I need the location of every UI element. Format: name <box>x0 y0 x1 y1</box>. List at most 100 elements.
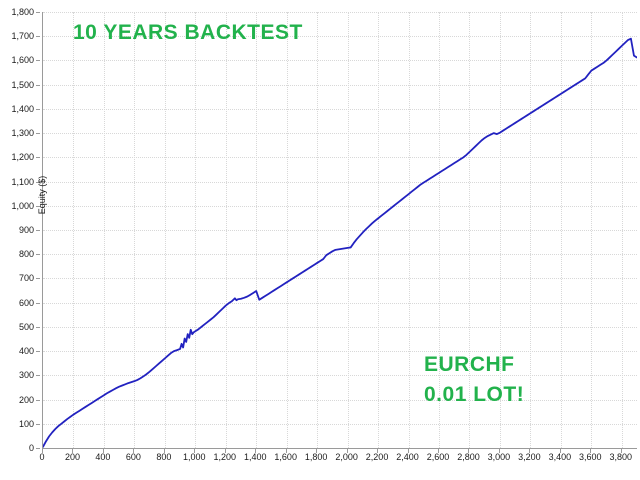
gridline-horizontal <box>43 230 637 231</box>
x-tick-mark <box>499 449 500 453</box>
y-tick-mark <box>36 278 40 279</box>
x-tick-label: 1,800 <box>304 452 328 462</box>
gridline-horizontal <box>43 278 637 279</box>
y-tick-mark <box>36 182 40 183</box>
y-tick-mark <box>36 206 40 207</box>
x-tick-label: 2,400 <box>396 452 419 462</box>
y-tick-mark <box>36 60 40 61</box>
y-tick-label: 1,200 <box>11 152 34 163</box>
x-tick-mark <box>286 449 287 453</box>
gridline-horizontal <box>43 206 637 207</box>
x-tick-mark <box>133 449 134 453</box>
x-tick-mark <box>42 449 43 453</box>
gridline-horizontal <box>43 133 637 134</box>
x-tick-mark <box>590 449 591 453</box>
gridline-vertical <box>469 12 470 448</box>
x-tick-mark <box>194 449 195 453</box>
y-tick-mark <box>36 133 40 134</box>
x-tick-mark <box>255 449 256 453</box>
gridline-horizontal <box>43 60 637 61</box>
y-tick-label: 200 <box>18 394 34 405</box>
y-tick-mark <box>36 448 40 449</box>
y-tick-label: 900 <box>18 225 34 235</box>
y-tick-mark <box>36 424 40 425</box>
gridline-vertical <box>104 12 105 448</box>
x-tick-label: 2,600 <box>426 452 450 462</box>
gridline-horizontal <box>43 12 637 13</box>
y-tick-mark <box>36 303 40 304</box>
x-tick-label: 400 <box>95 452 111 462</box>
x-tick-label: 2,800 <box>457 452 480 462</box>
x-tick-label: 1,000 <box>183 452 206 462</box>
y-tick-mark <box>36 109 40 110</box>
x-tick-mark <box>377 449 378 453</box>
gridline-vertical <box>561 12 562 448</box>
gridline-horizontal <box>43 157 637 158</box>
x-tick-label: 1,600 <box>274 452 297 462</box>
y-tick-label: 1,800 <box>11 7 34 17</box>
y-tick-label: 800 <box>18 249 34 260</box>
y-tick-mark <box>36 157 40 158</box>
y-tick-label: 500 <box>18 321 34 332</box>
gridline-vertical <box>439 12 440 448</box>
x-tick-label: 200 <box>64 452 80 462</box>
y-tick-label: 1,100 <box>11 176 34 187</box>
gridline-vertical <box>500 12 501 448</box>
x-tick-label: 3,000 <box>487 452 511 462</box>
x-tick-mark <box>468 449 469 453</box>
gridline-horizontal <box>43 182 637 183</box>
x-tick-mark <box>103 449 104 453</box>
gridline-horizontal <box>43 85 637 86</box>
series-line <box>43 37 637 448</box>
x-tick-label: 3,800 <box>609 452 633 462</box>
y-tick-label: 100 <box>18 418 34 429</box>
x-tick-label: 3,400 <box>548 452 572 462</box>
gridline-vertical <box>622 12 623 448</box>
gridline-vertical <box>165 12 166 448</box>
y-tick-label: 1,000 <box>11 200 34 211</box>
x-tick-label: 1,200 <box>213 452 237 462</box>
x-tick-label: 600 <box>125 452 141 462</box>
gridline-vertical <box>256 12 257 448</box>
gridline-horizontal <box>43 424 637 425</box>
y-tick-label: 400 <box>18 346 34 357</box>
gridline-horizontal <box>43 254 637 255</box>
gridline-horizontal <box>43 303 637 304</box>
gridline-horizontal <box>43 400 637 401</box>
x-tick-mark <box>408 449 409 453</box>
annotation-symbol: EURCHF <box>424 353 515 376</box>
y-tick-mark <box>36 85 40 86</box>
x-tick-mark <box>529 449 530 453</box>
y-tick-mark <box>36 254 40 255</box>
x-tick-mark <box>164 449 165 453</box>
x-tick-mark <box>316 449 317 453</box>
x-tick-mark <box>225 449 226 453</box>
y-tick-mark <box>36 351 40 352</box>
x-tick-mark <box>621 449 622 453</box>
y-tick-mark <box>36 12 40 13</box>
gridline-horizontal <box>43 351 637 352</box>
y-tick-mark <box>36 230 40 231</box>
x-tick-label: 3,600 <box>579 452 602 462</box>
x-tick-label: 3,200 <box>518 452 541 462</box>
y-tick-label: 1,400 <box>11 103 34 114</box>
gridline-vertical <box>287 12 288 448</box>
y-tick-label: 1,500 <box>11 79 34 90</box>
annotation-lot: 0.01 LOT! <box>424 383 525 406</box>
y-tick-label: 1,300 <box>11 128 34 139</box>
gridline-vertical <box>317 12 318 448</box>
series-layer <box>43 12 637 448</box>
gridline-vertical <box>226 12 227 448</box>
x-tick-mark <box>438 449 439 453</box>
y-tick-label: 700 <box>18 273 34 284</box>
x-tick-label: 800 <box>156 452 172 462</box>
gridline-horizontal <box>43 375 637 376</box>
y-tick-label: 1,700 <box>11 31 34 42</box>
gridline-vertical <box>348 12 349 448</box>
gridline-vertical <box>73 12 74 448</box>
y-tick-label: 300 <box>18 370 34 381</box>
x-tick-mark <box>560 449 561 453</box>
x-tick-mark <box>347 449 348 453</box>
